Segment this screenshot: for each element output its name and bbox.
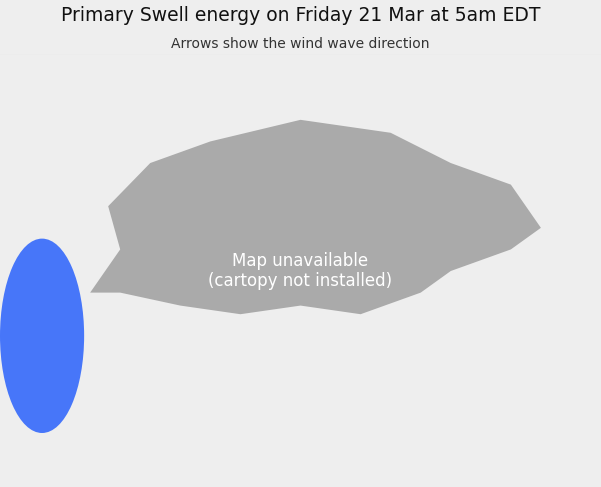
Text: Arrows show the wind wave direction: Arrows show the wind wave direction (171, 37, 430, 51)
Text: Primary Swell energy on Friday 21 Mar at 5am EDT: Primary Swell energy on Friday 21 Mar at… (61, 6, 540, 25)
Ellipse shape (0, 239, 84, 433)
Polygon shape (90, 120, 541, 314)
Text: Map unavailable
(cartopy not installed): Map unavailable (cartopy not installed) (209, 252, 392, 290)
